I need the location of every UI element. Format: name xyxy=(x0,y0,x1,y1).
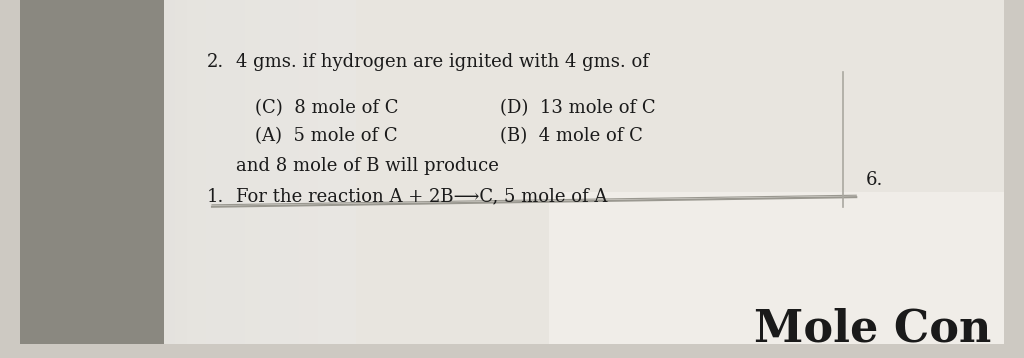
Bar xyxy=(280,0,283,344)
Bar xyxy=(260,0,264,344)
Bar xyxy=(135,0,141,344)
Bar xyxy=(83,0,89,344)
Bar xyxy=(187,0,193,344)
Bar xyxy=(195,0,199,344)
Bar xyxy=(291,0,295,344)
Bar xyxy=(348,0,352,344)
Bar xyxy=(225,0,229,344)
Text: 2.: 2. xyxy=(207,53,224,71)
Bar xyxy=(302,0,306,344)
Bar xyxy=(175,0,179,344)
Bar xyxy=(299,0,302,344)
Bar xyxy=(229,0,233,344)
Bar xyxy=(60,0,66,344)
Bar xyxy=(330,0,333,344)
Bar xyxy=(19,0,164,344)
Bar xyxy=(170,0,175,344)
Bar xyxy=(26,0,31,344)
Text: (B)  4 mole of C: (B) 4 mole of C xyxy=(501,127,643,145)
Bar xyxy=(252,0,256,344)
Bar xyxy=(158,0,164,344)
Bar xyxy=(275,0,280,344)
Bar xyxy=(78,0,83,344)
Bar xyxy=(141,0,146,344)
Text: and 8 mole of B will produce: and 8 mole of B will produce xyxy=(236,157,499,175)
Text: 4 gms. if hydrogen are ignited with 4 gms. of: 4 gms. if hydrogen are ignited with 4 gm… xyxy=(236,53,649,71)
Bar xyxy=(203,0,206,344)
Bar xyxy=(72,0,78,344)
Bar xyxy=(345,0,348,344)
Bar xyxy=(352,0,356,344)
Bar xyxy=(341,0,345,344)
Bar xyxy=(175,0,181,344)
Bar xyxy=(31,0,37,344)
Bar xyxy=(267,0,271,344)
Bar xyxy=(206,0,210,344)
Bar xyxy=(271,0,275,344)
Bar xyxy=(100,0,106,344)
Bar xyxy=(233,0,237,344)
Bar xyxy=(19,0,26,344)
Bar xyxy=(129,0,135,344)
Text: Mole Con: Mole Con xyxy=(754,308,991,351)
Text: (C)  8 mole of C: (C) 8 mole of C xyxy=(255,99,398,117)
Bar xyxy=(48,0,54,344)
Bar xyxy=(89,0,94,344)
Bar xyxy=(218,0,221,344)
Bar xyxy=(172,0,175,344)
Bar xyxy=(210,0,214,344)
Bar xyxy=(66,0,72,344)
Bar xyxy=(164,0,168,344)
Bar xyxy=(179,0,183,344)
Bar xyxy=(337,0,341,344)
Bar xyxy=(199,0,203,344)
Bar xyxy=(264,0,267,344)
Text: (D)  13 mole of C: (D) 13 mole of C xyxy=(501,99,656,117)
Bar xyxy=(94,0,100,344)
Bar xyxy=(181,0,187,344)
Text: For the reaction A + 2B⟶C, 5 mole of A: For the reaction A + 2B⟶C, 5 mole of A xyxy=(236,188,607,205)
Bar xyxy=(306,0,310,344)
Bar xyxy=(168,0,172,344)
Bar xyxy=(326,0,330,344)
Bar xyxy=(322,0,326,344)
Bar xyxy=(112,0,118,344)
Bar xyxy=(221,0,225,344)
Bar xyxy=(287,0,291,344)
Bar xyxy=(317,0,322,344)
Bar xyxy=(54,0,60,344)
Bar xyxy=(146,0,153,344)
Bar xyxy=(237,0,241,344)
Bar xyxy=(214,0,218,344)
Bar xyxy=(190,0,195,344)
Text: 1.: 1. xyxy=(207,188,224,205)
Text: (A)  5 mole of C: (A) 5 mole of C xyxy=(255,127,398,145)
Bar xyxy=(124,0,129,344)
Bar xyxy=(256,0,260,344)
Bar xyxy=(310,0,314,344)
Bar xyxy=(106,0,112,344)
Bar xyxy=(118,0,124,344)
Bar xyxy=(314,0,317,344)
Bar xyxy=(183,0,187,344)
Bar xyxy=(187,0,190,344)
Bar xyxy=(241,0,245,344)
Bar xyxy=(245,0,249,344)
Bar xyxy=(333,0,337,344)
Bar xyxy=(153,0,158,344)
Bar xyxy=(43,0,48,344)
Bar xyxy=(295,0,299,344)
Bar xyxy=(549,192,1005,344)
Text: 6.: 6. xyxy=(866,171,884,189)
Bar xyxy=(249,0,252,344)
Bar xyxy=(37,0,43,344)
Bar xyxy=(164,0,1005,344)
Bar xyxy=(164,0,170,344)
Bar xyxy=(283,0,287,344)
